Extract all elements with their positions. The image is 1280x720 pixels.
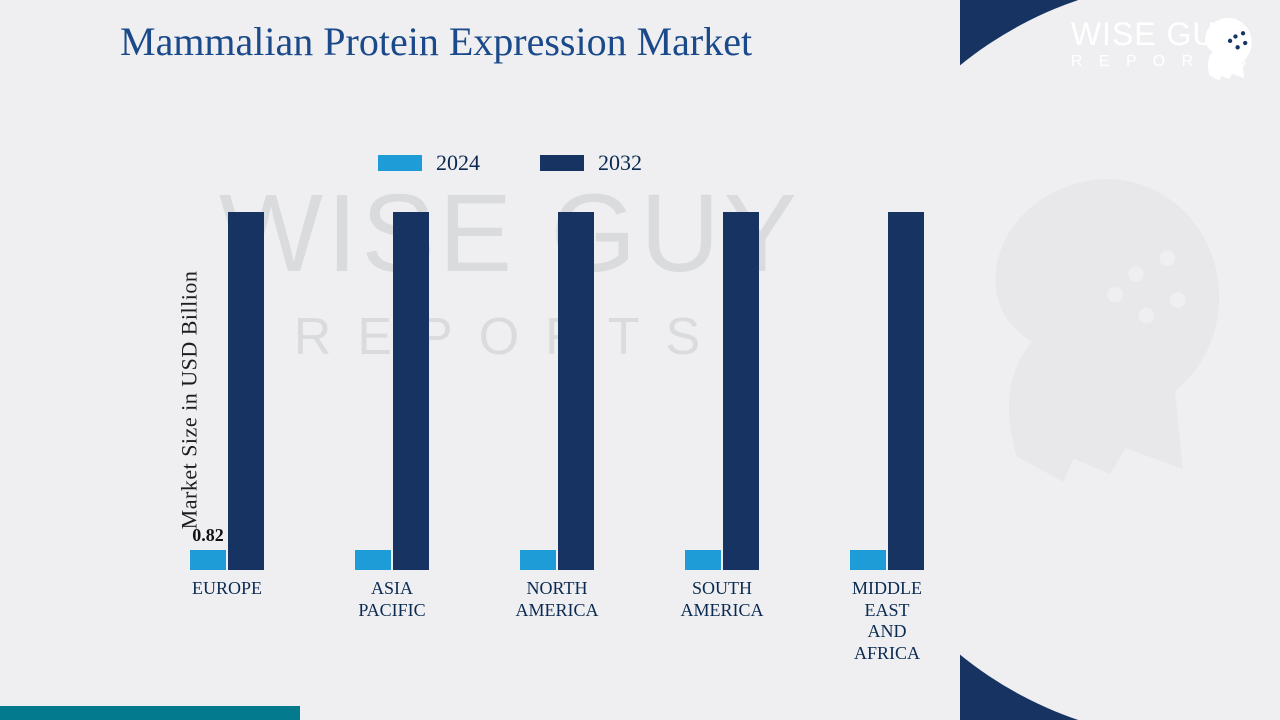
bar-2032	[228, 212, 264, 570]
category-label: EUROPE	[147, 570, 307, 600]
bar-2032	[723, 212, 759, 570]
bar-2024	[355, 550, 391, 570]
page-title: Mammalian Protein Expression Market	[120, 18, 752, 65]
bar-2024	[850, 550, 886, 570]
bar-group: MIDDLE EAST AND AFRICA	[850, 200, 924, 570]
bar-2032	[888, 212, 924, 570]
legend-label-2032: 2032	[598, 150, 642, 176]
bar-group: NORTH AMERICA	[520, 200, 594, 570]
chart-card: WISE GUY REPORTS Mammalian Protein Expre…	[0, 0, 1280, 720]
bar-value-label: 0.82	[192, 525, 224, 546]
legend-swatch-2032	[540, 155, 584, 171]
watermark-head-icon	[980, 170, 1240, 470]
brand-head-icon	[1202, 16, 1256, 70]
category-label: MIDDLE EAST AND AFRICA	[807, 570, 967, 664]
legend-swatch-2024	[378, 155, 422, 171]
bar-group: SOUTH AMERICA	[685, 200, 759, 570]
bottom-accent-bar	[0, 706, 300, 720]
bar-2024	[520, 550, 556, 570]
plot-area: 0.82EUROPE ASIA PACIFIC NORTH AMERICA SOUTH…	[130, 200, 950, 570]
bar-group: ASIA PACIFIC	[355, 200, 429, 570]
category-label: NORTH AMERICA	[477, 570, 637, 621]
bar-chart: Market Size in USD Billion 2024 2032 0.8…	[60, 140, 960, 660]
category-label: SOUTH AMERICA	[642, 570, 802, 621]
legend-item-2032: 2032	[540, 150, 642, 176]
brand-logo: WISE GUY R E P O R T S	[1071, 18, 1252, 70]
bar-2024	[685, 550, 721, 570]
legend: 2024 2032	[378, 150, 642, 176]
legend-item-2024: 2024	[378, 150, 480, 176]
legend-label-2024: 2024	[436, 150, 480, 176]
category-label: ASIA PACIFIC	[312, 570, 472, 621]
bar-group: 0.82EUROPE	[190, 200, 264, 570]
bar-2032	[393, 212, 429, 570]
bar-2032	[558, 212, 594, 570]
bar-2024	[190, 550, 226, 570]
